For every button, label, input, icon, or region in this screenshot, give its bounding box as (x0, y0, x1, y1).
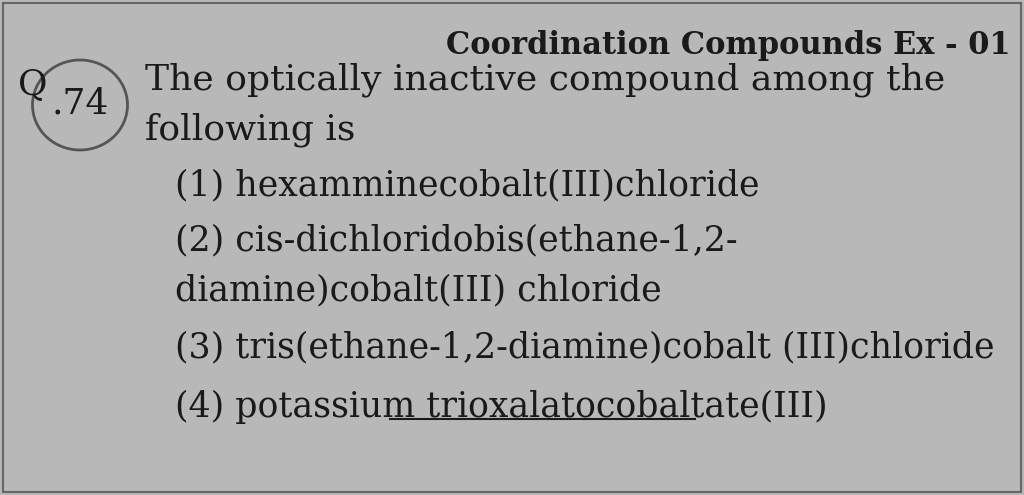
Text: (1) hexamminecobalt(III)chloride: (1) hexamminecobalt(III)chloride (175, 168, 760, 202)
Text: The optically inactive compound among the: The optically inactive compound among th… (145, 63, 945, 97)
Text: (4) potassium trioxalatocobaltate(III): (4) potassium trioxalatocobaltate(III) (175, 390, 827, 424)
Text: Coordination Compounds Ex - 01: Coordination Compounds Ex - 01 (445, 30, 1010, 61)
Text: following is: following is (145, 113, 355, 147)
Text: .74: .74 (51, 86, 109, 120)
Text: (3) tris(ethane-1,2-diamine)cobalt (III)chloride: (3) tris(ethane-1,2-diamine)cobalt (III)… (175, 330, 994, 364)
Text: (2) cis-dichloridobis(ethane-1,2-: (2) cis-dichloridobis(ethane-1,2- (175, 223, 737, 257)
Text: Q: Q (18, 68, 47, 102)
Text: diamine)cobalt(III) chloride: diamine)cobalt(III) chloride (175, 273, 662, 307)
